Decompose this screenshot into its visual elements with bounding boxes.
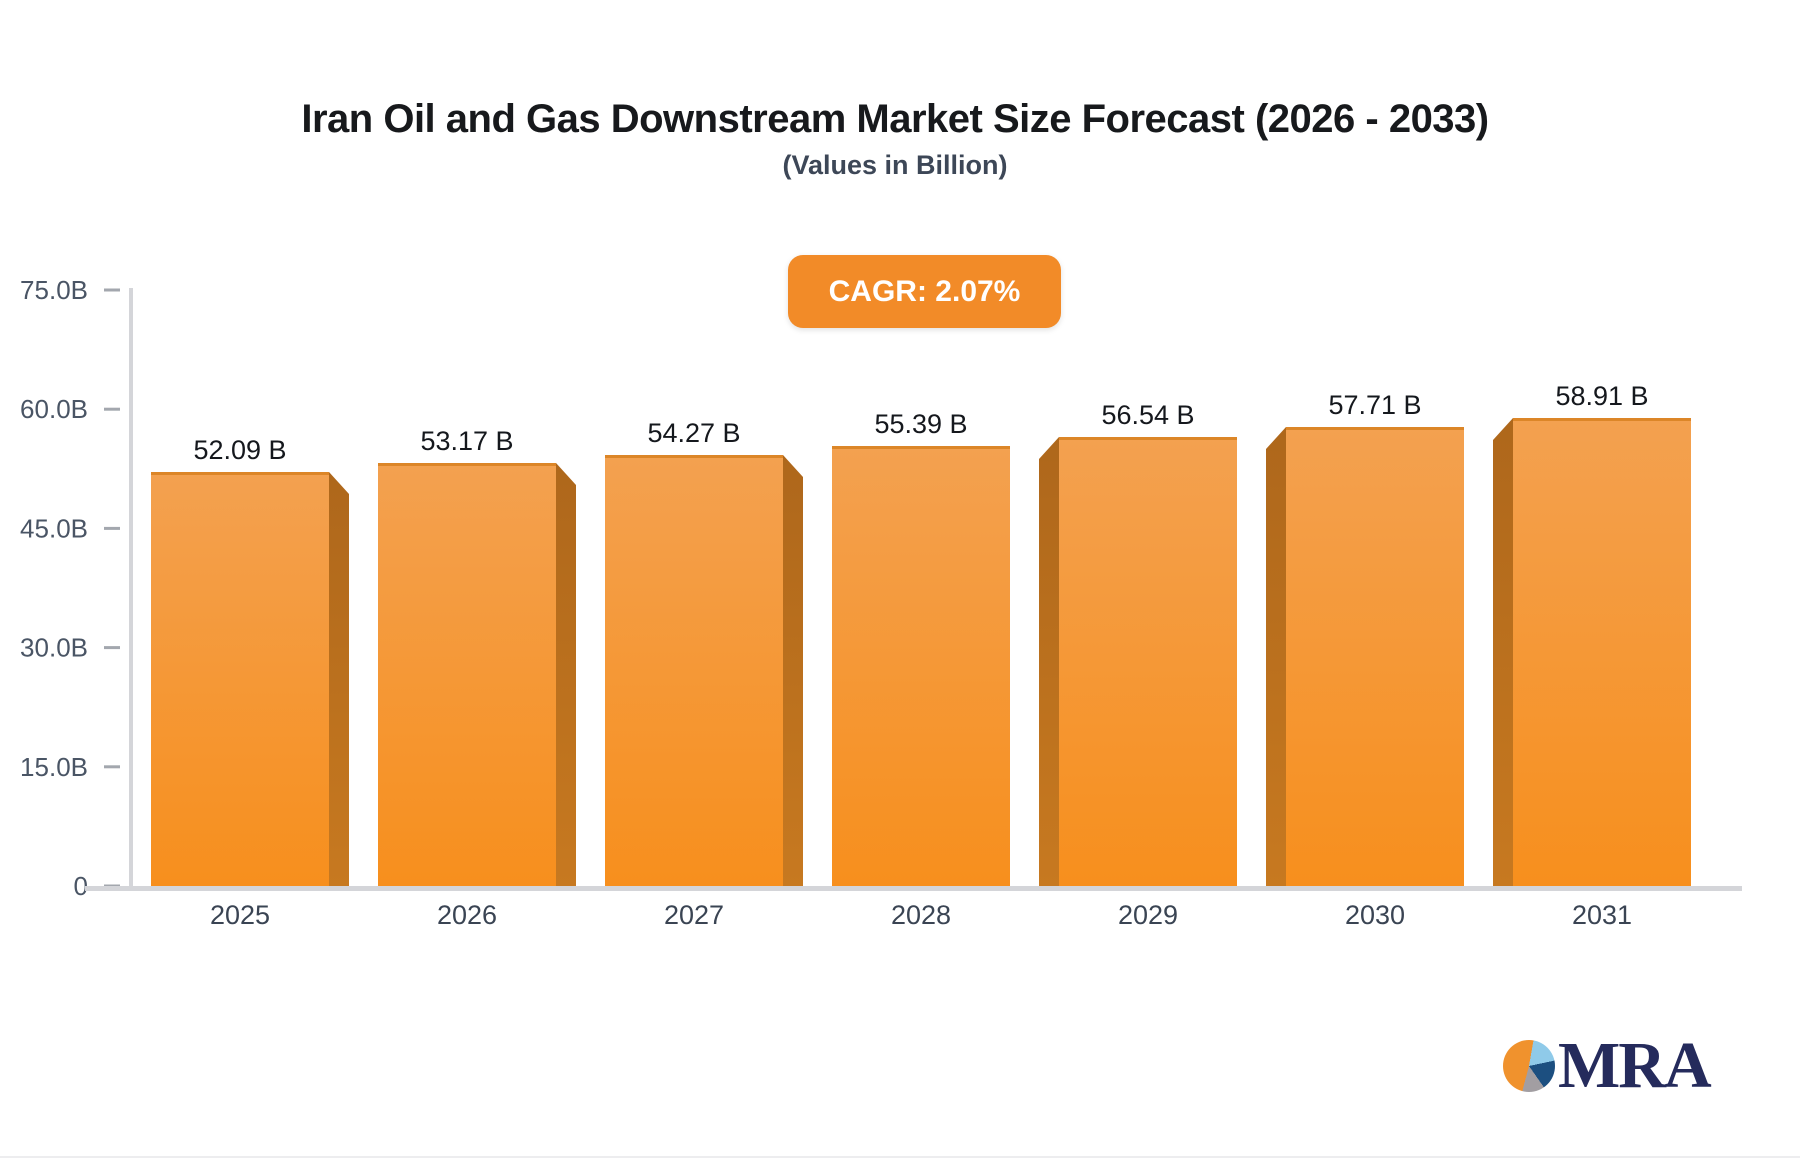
cagr-badge: CAGR: 2.07% xyxy=(788,255,1061,328)
bar-value-label: 56.54 B xyxy=(1101,400,1194,430)
bar-value-label: 55.39 B xyxy=(874,409,967,439)
bar-value-label: 52.09 B xyxy=(193,435,286,465)
bar-side xyxy=(783,455,803,886)
pie-chart-icon xyxy=(1503,1040,1555,1092)
bar-top-edge xyxy=(605,455,783,458)
y-tick-label: 45.0B xyxy=(20,513,88,543)
bar-face xyxy=(832,446,1010,886)
chart-title: Iran Oil and Gas Downstream Market Size … xyxy=(301,97,1489,141)
bar-face xyxy=(1513,418,1691,886)
bar-face xyxy=(1059,437,1237,886)
y-tick-label: 15.0B xyxy=(20,752,88,782)
bar-side xyxy=(329,472,349,886)
bar-top-edge xyxy=(832,446,1010,449)
bar-value-label: 57.71 B xyxy=(1328,390,1421,420)
bar-group: 54.27 B 2027 xyxy=(605,418,803,930)
bar-face xyxy=(151,472,329,886)
bar-group: 57.71 B 2030 xyxy=(1266,390,1464,930)
x-tick-label: 2026 xyxy=(437,900,497,930)
bar-top-edge xyxy=(1286,427,1464,430)
bar-group: 58.91 B 2031 xyxy=(1493,381,1691,930)
bar-group: 53.17 B 2026 xyxy=(378,426,576,930)
bar-value-label: 54.27 B xyxy=(647,418,740,448)
bar-top-edge xyxy=(1513,418,1691,421)
x-tick-label: 2031 xyxy=(1572,900,1632,930)
bar-side xyxy=(1266,427,1286,886)
bar-side xyxy=(1039,437,1059,886)
x-tick-label: 2025 xyxy=(210,900,270,930)
y-tick-label: 60.0B xyxy=(20,394,88,424)
bar-group: 55.39 B 2028 xyxy=(832,409,1010,930)
bar-value-label: 53.17 B xyxy=(420,426,513,456)
x-tick-label: 2030 xyxy=(1345,900,1405,930)
mra-logo-text: MRA xyxy=(1558,1029,1712,1102)
bar-face xyxy=(1286,427,1464,886)
y-tick-label: 30.0B xyxy=(20,633,88,663)
bar-group: 56.54 B 2029 xyxy=(1039,400,1237,930)
bar-side xyxy=(556,463,576,886)
x-tick-label: 2029 xyxy=(1118,900,1178,930)
bar-group: 52.09 B 2025 xyxy=(151,435,349,930)
y-tick-label: 0 xyxy=(74,871,88,901)
mra-logo: MRA xyxy=(1503,1029,1712,1102)
y-tick-label: 75.0B xyxy=(20,275,88,305)
bar-face xyxy=(605,455,783,886)
chart-subtitle: (Values in Billion) xyxy=(782,150,1008,180)
bar-top-edge xyxy=(1059,437,1237,440)
bar-side xyxy=(1493,418,1513,886)
bar-top-edge xyxy=(151,472,329,475)
bar-value-label: 58.91 B xyxy=(1555,381,1648,411)
bar-top-edge xyxy=(378,463,556,466)
x-tick-label: 2027 xyxy=(664,900,724,930)
x-tick-label: 2028 xyxy=(891,900,951,930)
cagr-badge-label: CAGR: 2.07% xyxy=(828,274,1021,308)
bar-face xyxy=(378,463,556,886)
